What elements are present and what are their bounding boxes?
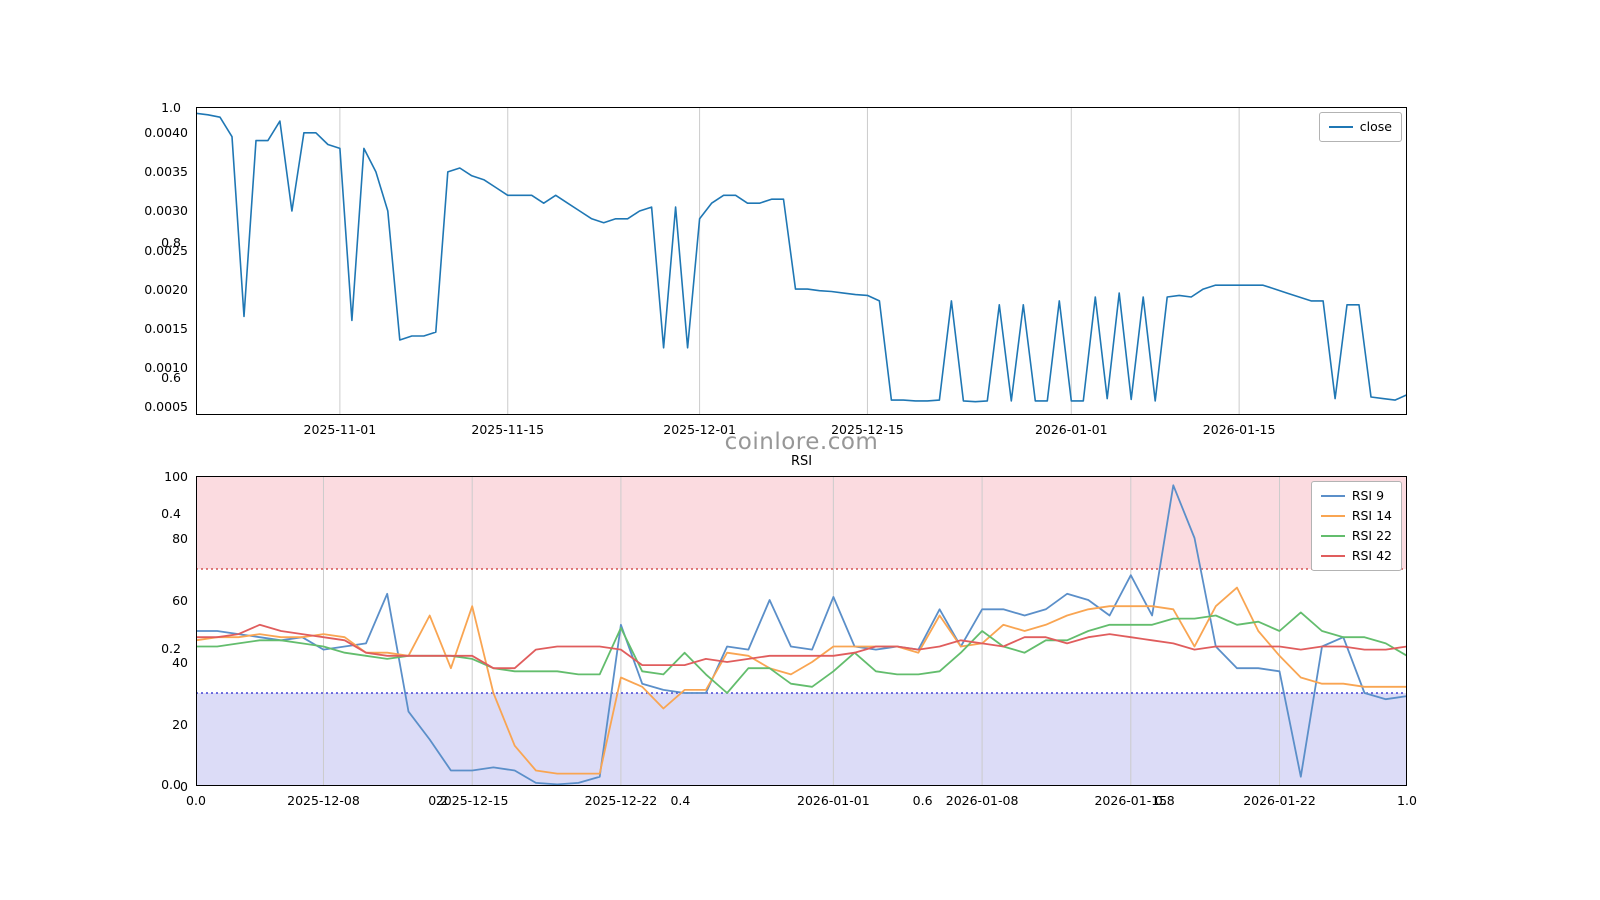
price-y-tick-label: 0.0010	[144, 359, 188, 375]
axes-border	[196, 476, 1407, 786]
rsi-legend: RSI 9 RSI 14 RSI 22 RSI 42	[1310, 481, 1402, 571]
price-y-tick-label: 0.0005	[144, 398, 188, 414]
price-x-tick-label: 2025-11-01	[303, 422, 377, 437]
axes-border	[196, 107, 1407, 415]
price-y-tick-label: 0.0040	[144, 125, 188, 141]
rsi-y-tick-label: 100	[164, 468, 188, 484]
price-x-tick-label: 2026-01-15	[1202, 422, 1276, 437]
overlay-x-tick-label: 0.4	[670, 793, 691, 808]
price-y-tick-label: 0.0015	[144, 320, 188, 336]
legend-swatch-rsi-14	[1320, 515, 1345, 517]
legend-swatch-close	[1328, 126, 1353, 128]
rsi-y-tick-label: 0	[180, 778, 188, 794]
price-x-tick-label: 2026-01-01	[1034, 422, 1108, 437]
legend-label: RSI 42	[1351, 548, 1392, 563]
overlay-x-tick-label: 0.8	[1154, 793, 1175, 808]
rsi-x-tick-label: 2026-01-22	[1243, 793, 1316, 808]
legend-item: RSI 22	[1320, 526, 1392, 546]
rsi-y-tick-label: 60	[172, 592, 188, 608]
legend-swatch-rsi-22	[1320, 535, 1345, 537]
price-y-tick-label: 0.0025	[144, 242, 188, 258]
price-x-tick-label: 2025-11-15	[471, 422, 545, 437]
rsi-y-tick-label: 20	[172, 716, 188, 732]
series-rsi-22	[196, 611, 1407, 694]
overlay-x-tick-label: 0.6	[912, 793, 933, 808]
rsi-y-tick-label: 80	[172, 530, 188, 546]
overlay-x-tick-label: 1.0	[1397, 793, 1417, 808]
series-close	[196, 112, 1407, 403]
rsi-x-tick-label: 2026-01-08	[945, 793, 1019, 808]
rsi-x-tick-label: 2026-01-01	[797, 793, 870, 808]
legend-label: RSI 14	[1351, 508, 1392, 523]
rsi-chart-title: RSI	[790, 454, 813, 469]
price-x-tick-label: 2025-12-15	[831, 422, 904, 437]
legend-label: RSI 22	[1351, 528, 1392, 543]
legend-swatch-rsi-42	[1320, 555, 1345, 557]
overlay-x-tick-label: 0.2	[428, 793, 449, 808]
legend-item: RSI 42	[1320, 546, 1392, 566]
oversold-zone	[196, 693, 1407, 786]
overlay-y-tick-label: 0.4	[161, 505, 181, 521]
rsi-x-tick-label: 2026-01-15	[1094, 793, 1168, 808]
price-plot-area	[196, 107, 1407, 415]
rsi-x-tick-label: 2025-12-22	[584, 793, 658, 808]
overlay-x-tick-label: 0.0	[186, 793, 206, 808]
legend-swatch-rsi-9	[1320, 495, 1345, 497]
price-y-tick-label: 0.0035	[144, 164, 188, 180]
price-legend: close	[1318, 112, 1402, 142]
rsi-y-tick-label: 40	[172, 654, 188, 670]
rsi-x-tick-label: 2025-12-08	[287, 793, 360, 808]
overlay-y-tick-label: 1.0	[161, 99, 181, 115]
legend-item: RSI 9	[1320, 486, 1392, 506]
series-rsi-42	[196, 623, 1407, 670]
overlay-y-tick-label: 0.8	[161, 234, 181, 250]
overlay-y-tick-label: 0.2	[161, 641, 181, 657]
overlay-y-tick-label: 0.0	[161, 776, 181, 792]
series-rsi-14	[196, 586, 1407, 775]
price-x-tick-label: 2025-12-01	[663, 422, 736, 437]
overbought-zone	[196, 476, 1407, 569]
legend-item: RSI 14	[1320, 506, 1392, 526]
rsi-x-tick-label: 2025-12-15	[435, 793, 509, 808]
overlay-y-tick-label: 0.6	[161, 370, 181, 386]
watermark: coinlore.com	[724, 429, 879, 455]
price-y-tick-label: 0.0020	[144, 281, 188, 297]
price-y-tick-label: 0.0030	[144, 203, 188, 219]
legend-label: close	[1359, 119, 1392, 134]
rsi-plot-area	[196, 476, 1407, 786]
legend-item: close	[1328, 117, 1392, 137]
legend-label: RSI 9	[1351, 488, 1385, 503]
series-rsi-9	[196, 484, 1407, 786]
